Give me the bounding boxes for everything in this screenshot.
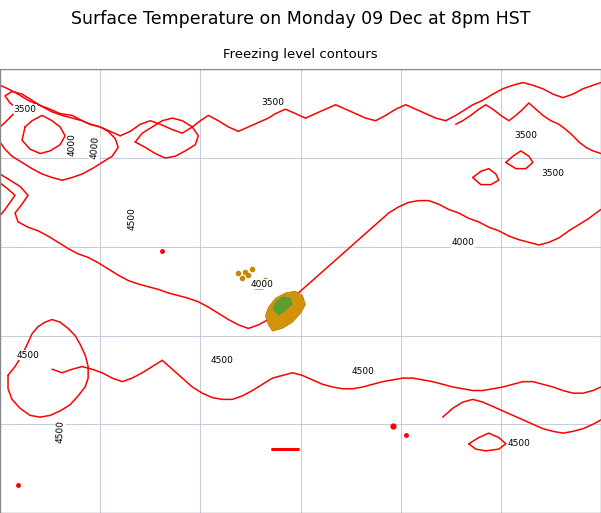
Text: 4000: 4000	[251, 280, 274, 288]
Text: 4000: 4000	[68, 133, 76, 156]
Text: 3500: 3500	[514, 131, 537, 141]
Text: Freezing level contours: Freezing level contours	[223, 48, 378, 61]
Text: 4500: 4500	[211, 356, 234, 365]
Polygon shape	[252, 278, 270, 289]
Text: 4000: 4000	[451, 238, 474, 247]
Text: 4500: 4500	[351, 366, 374, 376]
Polygon shape	[272, 297, 293, 316]
Text: 4500: 4500	[17, 350, 40, 360]
Text: Surface Temperature on Monday 09 Dec at 8pm HST: Surface Temperature on Monday 09 Dec at …	[71, 10, 530, 28]
Polygon shape	[266, 291, 305, 331]
Text: 3500: 3500	[542, 169, 564, 179]
Text: 3500: 3500	[261, 98, 284, 108]
Text: 3500: 3500	[14, 105, 37, 114]
Text: 4000: 4000	[90, 135, 100, 159]
Text: 4500: 4500	[507, 439, 530, 448]
Text: 4500: 4500	[128, 207, 136, 230]
Text: 4500: 4500	[55, 420, 65, 443]
